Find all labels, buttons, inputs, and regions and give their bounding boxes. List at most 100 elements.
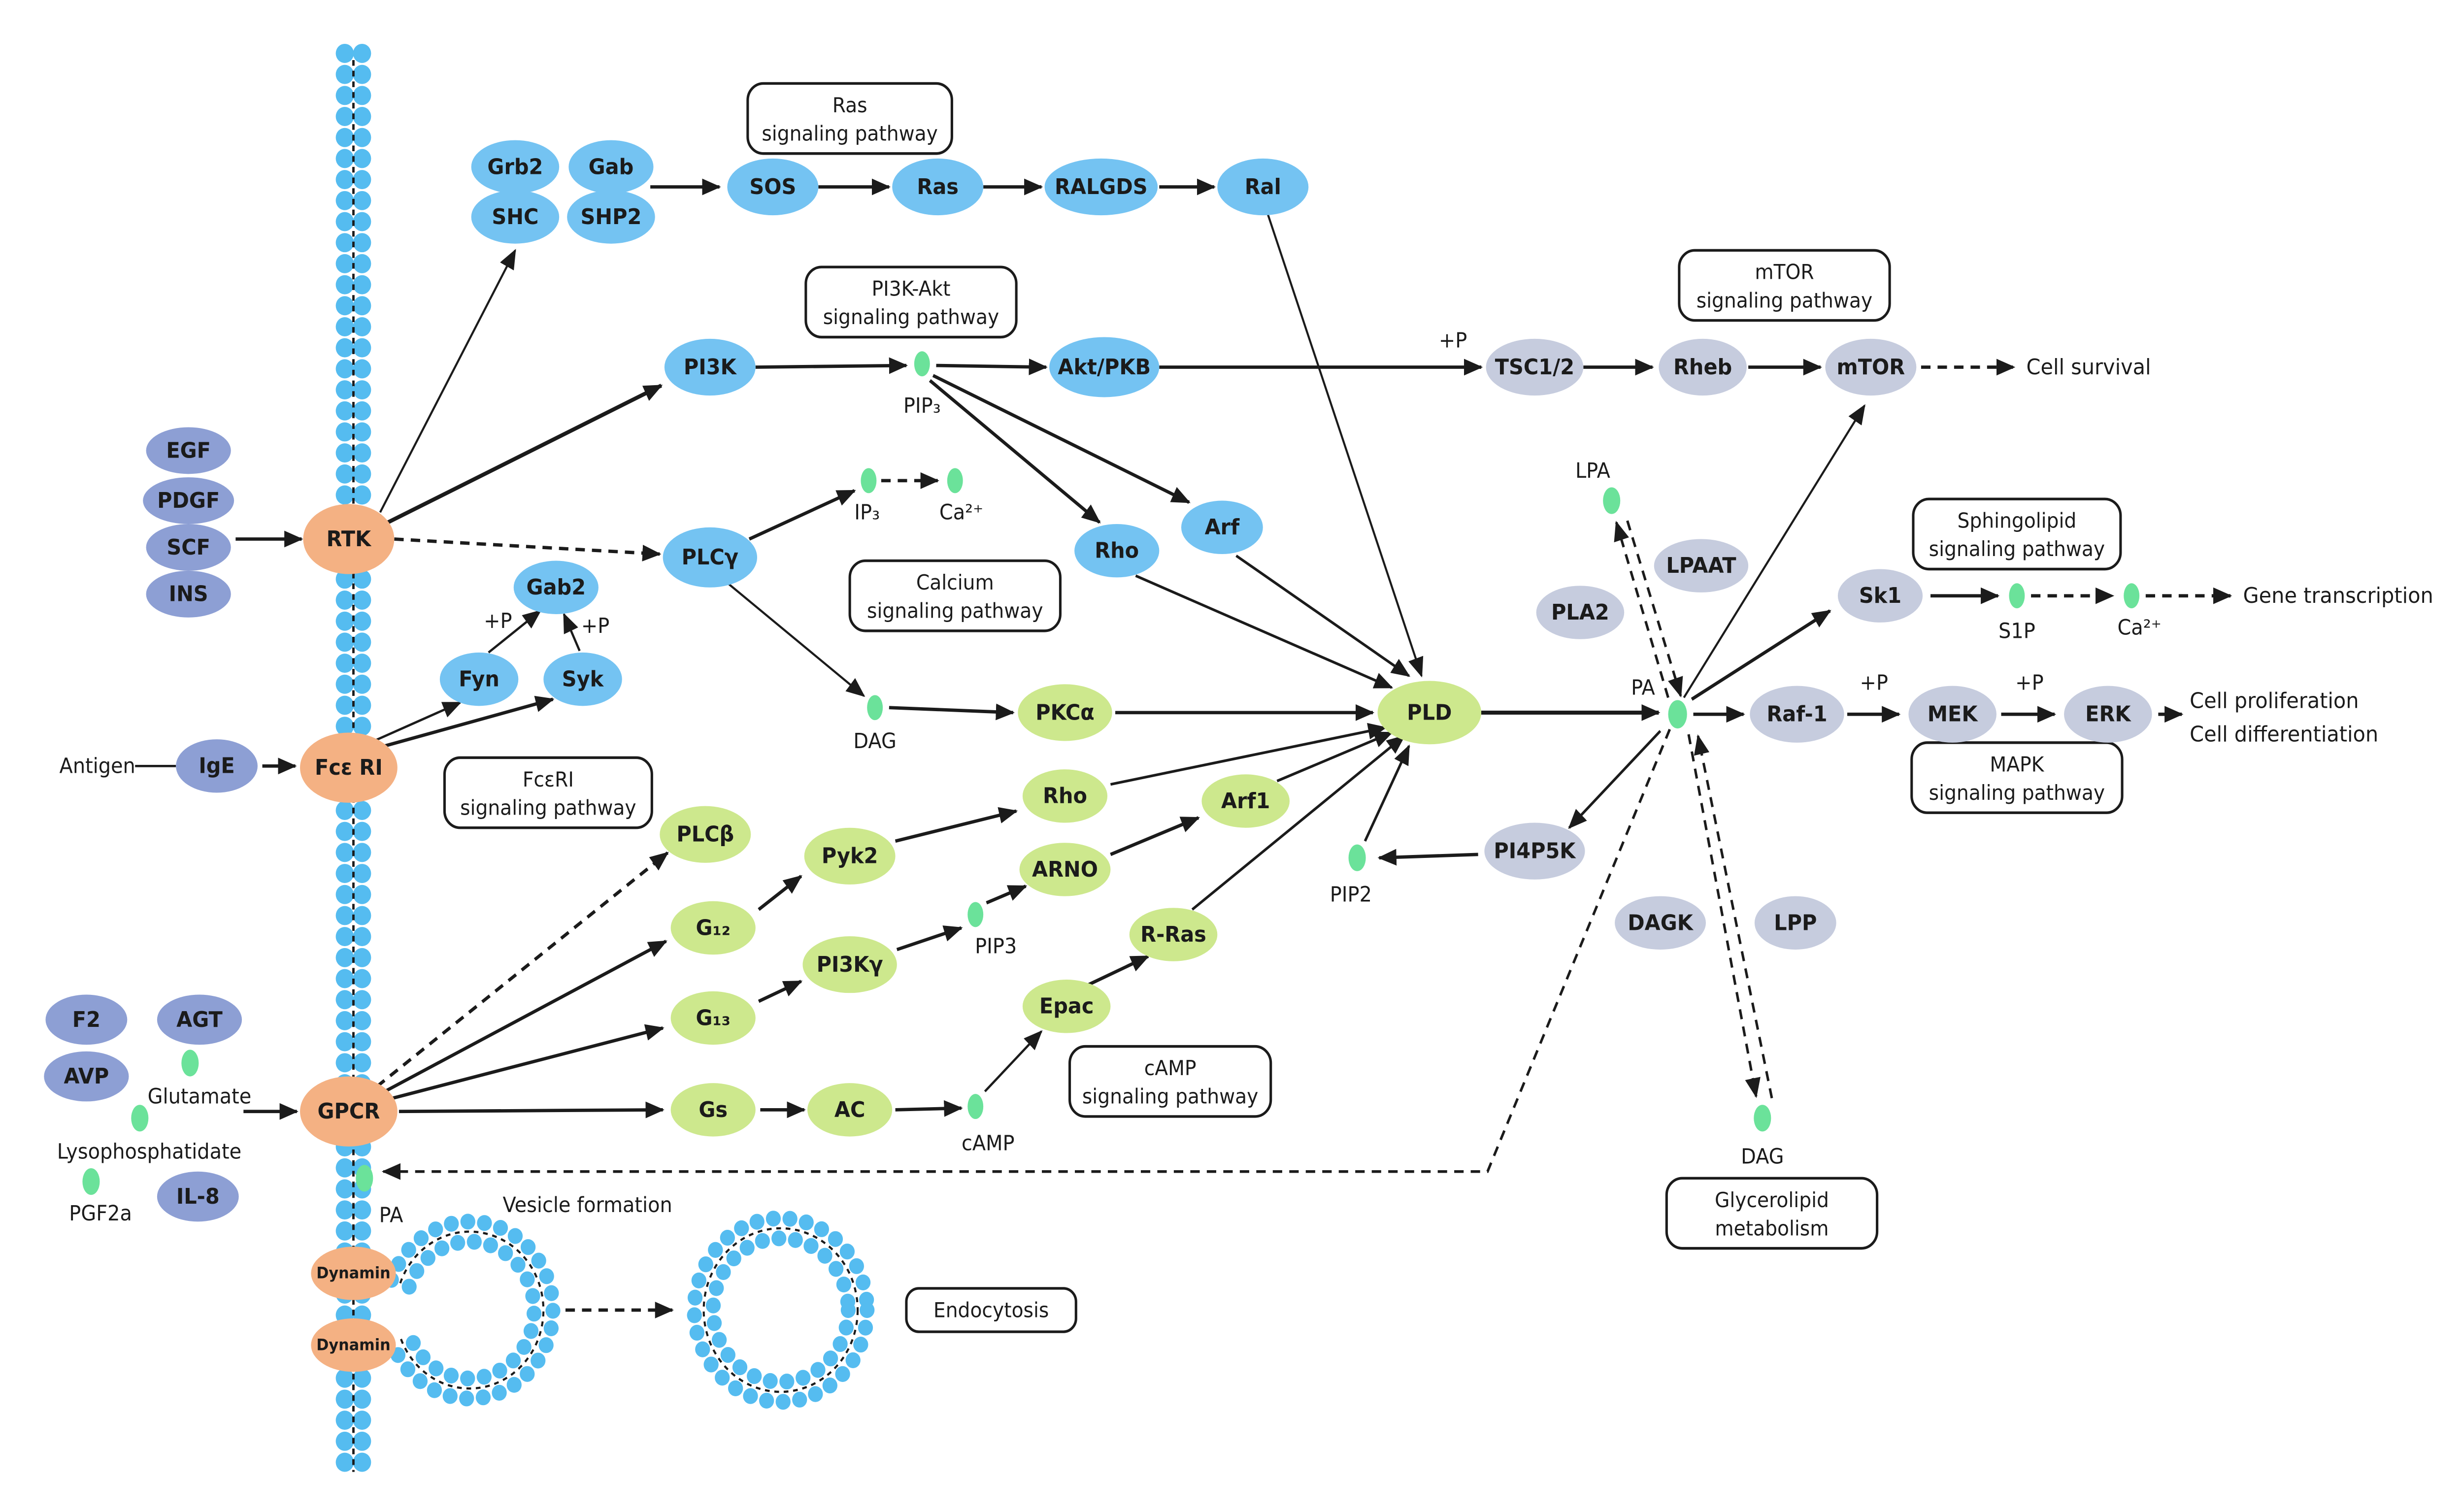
node-erk[interactable] — [2064, 686, 2152, 743]
metabolite-camp[interactable] — [967, 1094, 984, 1119]
node-epac[interactable] — [1022, 980, 1111, 1033]
node-rho-green[interactable] — [1022, 769, 1108, 823]
node-gab2[interactable] — [513, 560, 599, 614]
metabolite-pip2[interactable] — [1348, 844, 1366, 871]
node-erk-label: ERK — [2085, 702, 2131, 727]
node-gs[interactable] — [670, 1083, 756, 1137]
metabolite-ca-lower-label: Ca²⁺ — [2117, 615, 2161, 639]
node-plcb[interactable] — [660, 806, 751, 863]
node-fce-ri[interactable] — [300, 732, 398, 803]
pathway-box-calcium[interactable] — [848, 559, 1062, 632]
node-gab[interactable] — [568, 140, 654, 194]
node-ralgds[interactable] — [1044, 158, 1158, 216]
node-rheb[interactable] — [1659, 338, 1747, 396]
pathway-box-pi3k-akt[interactable] — [804, 265, 1018, 339]
node-gpcr[interactable] — [300, 1076, 398, 1147]
node-pla2[interactable] — [1536, 586, 1625, 639]
node-dagk[interactable] — [1615, 896, 1706, 950]
metabolite-pip3-upper[interactable] — [914, 351, 930, 377]
node-grb2[interactable] — [471, 140, 560, 194]
node-pdgf[interactable] — [143, 477, 234, 524]
node-sk1[interactable] — [1837, 569, 1923, 623]
metabolite-pa-hub[interactable] — [1668, 700, 1687, 729]
node-ral[interactable] — [1217, 158, 1309, 216]
metabolite-ca-upper[interactable] — [947, 468, 963, 493]
node-akt-pkb[interactable] — [1049, 337, 1160, 397]
node-egf[interactable] — [146, 427, 231, 474]
node-rras[interactable] — [1129, 908, 1218, 961]
pathway-box-mapk[interactable] — [1910, 741, 2124, 814]
metabolite-lysophosphatidate-dot[interactable] — [131, 1105, 149, 1132]
node-pi4p5k[interactable] — [1484, 822, 1585, 880]
node-il8[interactable] — [157, 1171, 239, 1222]
node-pi3kg-label: PI3Kγ — [817, 952, 883, 977]
node-g13[interactable] — [670, 991, 756, 1045]
metabolite-pa-membrane-label: PA — [379, 1203, 403, 1227]
edge-rtk-adaptors — [379, 249, 516, 513]
metabolite-lpa[interactable] — [1603, 487, 1621, 514]
metabolite-dag-upper[interactable] — [867, 695, 883, 721]
node-ac[interactable] — [807, 1083, 893, 1137]
metabolite-glutamate-dot[interactable] — [181, 1050, 199, 1077]
node-f2[interactable] — [45, 994, 128, 1045]
node-shc[interactable] — [471, 190, 560, 244]
edge-pip3-arno — [986, 885, 1028, 905]
pathway-box-mtor[interactable] — [1678, 249, 1891, 322]
metabolite-ip3[interactable] — [861, 468, 877, 493]
node-arno[interactable] — [1019, 843, 1111, 896]
pathway-box-camp[interactable] — [1068, 1045, 1272, 1118]
pathway-box-fceri[interactable] — [443, 756, 653, 829]
node-plc-gamma[interactable] — [663, 527, 757, 588]
node-fyn[interactable] — [439, 652, 519, 706]
label-cell-survival: Cell survival — [2027, 355, 2151, 380]
node-pyk2[interactable] — [804, 827, 896, 885]
node-syk[interactable] — [543, 652, 622, 706]
edge-plcg-ip3 — [748, 489, 856, 541]
node-dynamin-2[interactable] — [311, 1318, 396, 1372]
node-rho-blue[interactable] — [1074, 524, 1160, 578]
node-pkca[interactable] — [1018, 684, 1112, 741]
node-grb2-label: Grb2 — [487, 154, 543, 179]
node-mek[interactable] — [1908, 686, 1997, 743]
pathway-box-glycerolipid-line1: Glycerolipid — [1715, 1188, 1829, 1212]
metabolite-pip2-label: PIP2 — [1330, 883, 1372, 907]
edge-pa-membrane-vesicle — [381, 728, 1671, 1180]
node-pld[interactable] — [1377, 681, 1482, 745]
metabolite-s1p[interactable] — [2009, 583, 2025, 609]
metabolite-dag-lower[interactable] — [1754, 1105, 1771, 1132]
metabolite-pa-membrane[interactable] — [356, 1165, 373, 1192]
pathway-box-glycerolipid[interactable] — [1665, 1177, 1879, 1250]
node-dynamin-1[interactable] — [311, 1247, 396, 1300]
node-arf1[interactable] — [1201, 774, 1290, 828]
node-lpp[interactable] — [1754, 896, 1836, 950]
node-tsc12-label: TSC1/2 — [1495, 355, 1574, 380]
node-sos[interactable] — [727, 158, 819, 216]
node-ige[interactable] — [176, 739, 258, 793]
node-raf1[interactable] — [1750, 686, 1844, 743]
node-dagk-label: DAGK — [1628, 910, 1694, 935]
pathway-box-ras[interactable] — [746, 82, 953, 155]
metabolite-pip3-lower[interactable] — [967, 902, 984, 927]
node-ras[interactable] — [892, 158, 984, 216]
pathway-box-sphingolipid[interactable] — [1912, 497, 2122, 571]
node-ac-label: AC — [834, 1097, 865, 1122]
node-mtor[interactable] — [1825, 338, 1917, 396]
node-agt[interactable] — [157, 994, 242, 1045]
metabolite-ca-lower[interactable] — [2124, 583, 2140, 609]
node-ins[interactable] — [146, 570, 231, 618]
edge-rho-g-pld — [1110, 723, 1387, 786]
node-g12[interactable] — [670, 901, 756, 955]
node-pi3k[interactable] — [664, 338, 756, 396]
node-dynamin-2-label: Dynamin — [316, 1336, 390, 1354]
node-arf-blue[interactable] — [1181, 500, 1263, 554]
pathway-box-sphingolipid-line1: Sphingolipid — [1958, 509, 2077, 533]
node-scf[interactable] — [146, 524, 231, 571]
node-lpaat[interactable] — [1654, 539, 1749, 592]
node-pi3kg[interactable] — [802, 936, 897, 993]
node-tsc12[interactable] — [1486, 338, 1584, 396]
node-avp[interactable] — [44, 1051, 129, 1102]
metabolite-pgf2a-dot[interactable] — [82, 1168, 100, 1195]
pathway-box-endocytosis[interactable] — [905, 1287, 1077, 1333]
node-shp2[interactable] — [567, 190, 655, 244]
node-rtk[interactable] — [303, 504, 395, 574]
